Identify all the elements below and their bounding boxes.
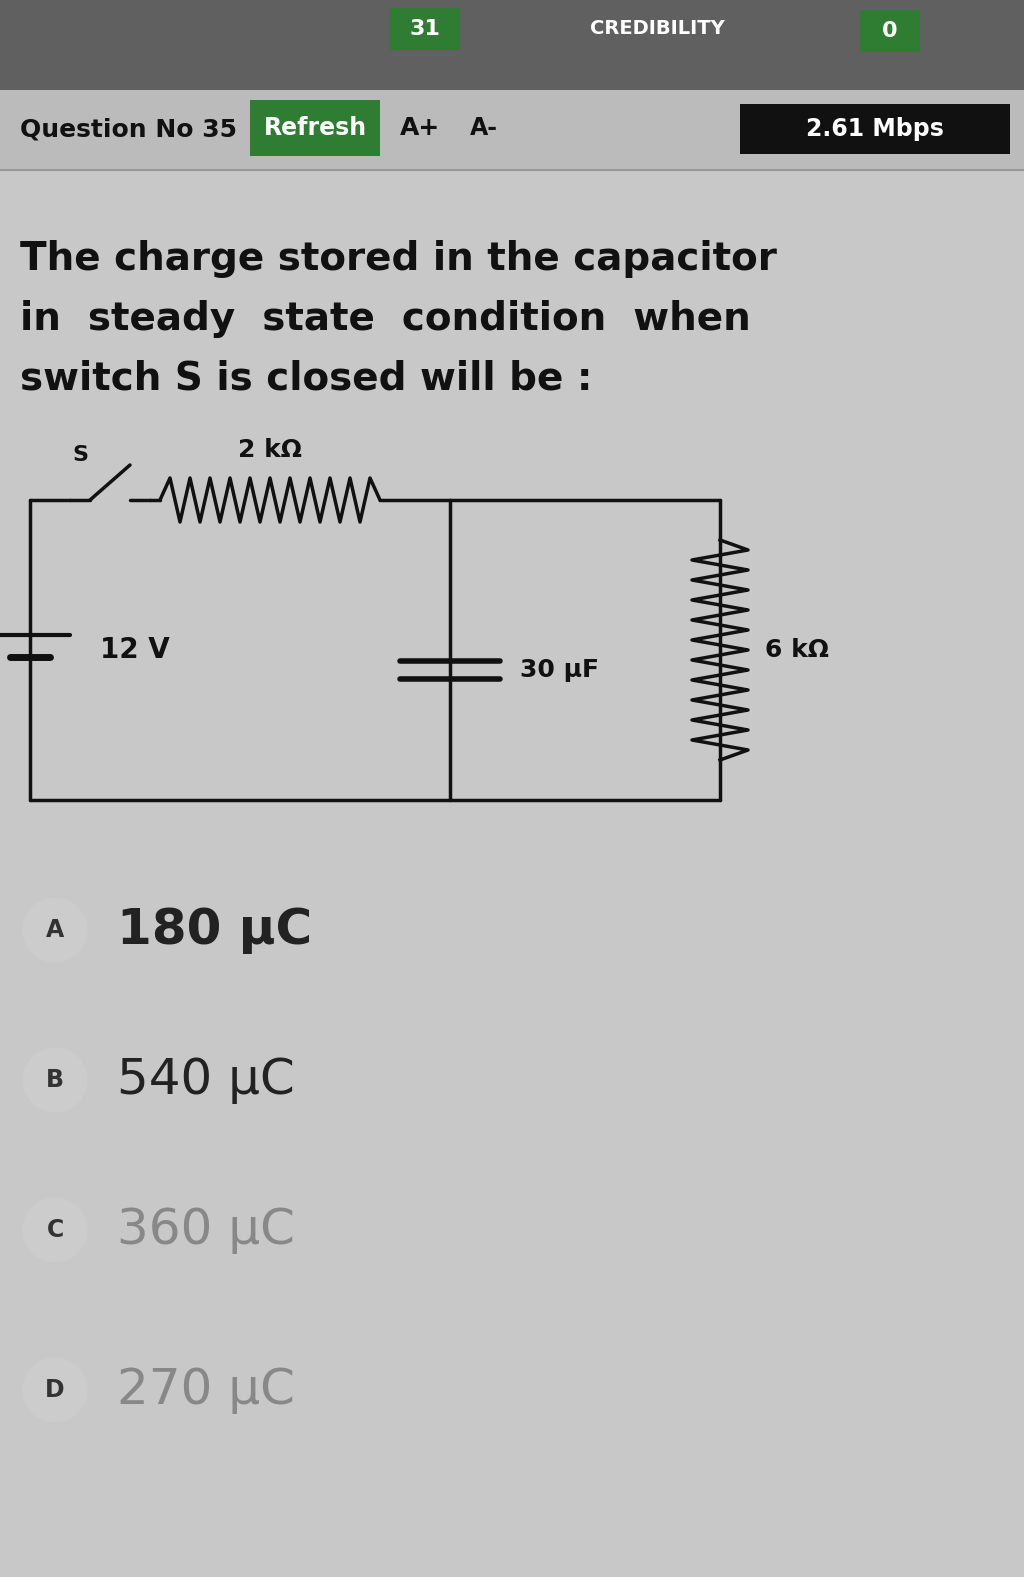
- Bar: [250, 99, 380, 156]
- Bar: [390, 8, 460, 50]
- Text: A: A: [46, 918, 65, 941]
- Text: A+: A+: [400, 117, 440, 140]
- Text: S: S: [72, 445, 88, 465]
- Circle shape: [23, 1049, 87, 1112]
- Text: The charge stored in the capacitor: The charge stored in the capacitor: [20, 240, 777, 278]
- Text: 0: 0: [883, 21, 898, 41]
- Text: 180 μC: 180 μC: [117, 907, 312, 954]
- Text: CREDIBILITY: CREDIBILITY: [590, 19, 725, 38]
- Text: Question No 35: Question No 35: [20, 118, 237, 142]
- Bar: [860, 9, 920, 52]
- Text: 270 μC: 270 μC: [117, 1366, 295, 1415]
- Bar: [740, 104, 1010, 155]
- Text: D: D: [45, 1378, 65, 1402]
- Text: 30 μF: 30 μF: [520, 658, 599, 681]
- Text: switch S is closed will be :: switch S is closed will be :: [20, 360, 593, 397]
- Circle shape: [23, 897, 87, 962]
- Text: C: C: [46, 1217, 63, 1243]
- Text: 31: 31: [410, 19, 440, 39]
- Text: A-: A-: [470, 117, 498, 140]
- Bar: [0, 0, 1024, 90]
- Text: 2.61 Mbps: 2.61 Mbps: [806, 117, 944, 140]
- Text: 12 V: 12 V: [100, 636, 170, 664]
- Text: 2 kΩ: 2 kΩ: [238, 438, 302, 462]
- Circle shape: [23, 1199, 87, 1262]
- Text: 360 μC: 360 μC: [117, 1206, 295, 1254]
- Circle shape: [23, 1358, 87, 1422]
- Text: Refresh: Refresh: [263, 117, 367, 140]
- Text: 6 kΩ: 6 kΩ: [765, 639, 828, 662]
- Text: 540 μC: 540 μC: [117, 1057, 295, 1104]
- Text: B: B: [46, 1068, 63, 1091]
- Text: in  steady  state  condition  when: in steady state condition when: [20, 300, 751, 337]
- Bar: [0, 90, 1024, 170]
